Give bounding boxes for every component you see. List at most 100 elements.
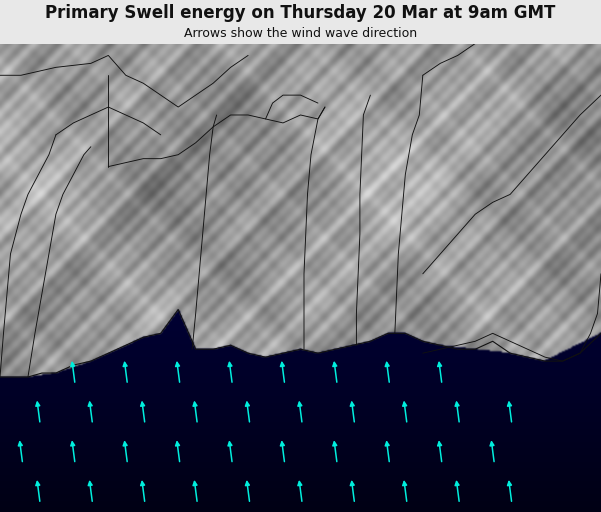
Bar [0,279,601,281]
Bar [0,126,601,129]
Bar [0,474,601,477]
Bar [0,281,601,284]
Bar [0,253,601,255]
Bar [0,220,601,222]
Bar [0,369,601,371]
Bar [0,274,601,276]
Bar [0,189,601,192]
Bar [0,100,601,102]
Bar [0,394,601,397]
Bar [0,387,601,390]
Bar [0,234,601,237]
Bar [0,453,601,456]
Bar [0,145,601,147]
Bar [0,345,601,347]
Bar [0,102,601,105]
Bar [0,91,601,93]
Bar [0,201,601,204]
Bar [0,378,601,380]
Bar [0,163,601,166]
Bar [0,194,601,197]
Bar [0,364,601,366]
Bar [0,456,601,458]
Bar [0,48,601,51]
Bar [0,322,601,324]
Bar [0,93,601,95]
Bar [0,244,601,246]
Bar [0,284,601,286]
Bar [0,79,601,81]
Bar [0,390,601,392]
Bar [0,347,601,350]
Bar [0,175,601,178]
Bar [0,324,601,326]
Bar [0,166,601,168]
Bar [0,305,601,307]
Bar [0,152,601,154]
Bar [0,267,601,269]
Bar [0,446,601,449]
Bar [0,503,601,505]
Bar [0,418,601,420]
Bar [0,300,601,303]
Bar [0,331,601,333]
Bar [0,432,601,434]
Bar [0,246,601,248]
Bar [0,232,601,234]
Bar [0,258,601,260]
Bar [0,105,601,107]
Bar [0,338,601,340]
Bar [0,437,601,439]
Bar [0,239,601,241]
Bar [0,477,601,479]
Bar [0,182,601,185]
Bar [0,479,601,481]
Bar [0,241,601,244]
Bar [0,76,601,79]
Bar [0,472,601,474]
Bar [0,44,601,46]
Bar [0,498,601,500]
Bar [0,458,601,460]
Bar [0,216,601,218]
Bar [0,265,601,267]
Bar [0,210,601,213]
Bar [0,307,601,310]
Bar [0,180,601,182]
Bar [0,131,601,133]
Bar [0,173,601,175]
Bar [0,70,601,72]
Bar [0,213,601,216]
Bar [0,291,601,293]
Bar [0,129,601,131]
Bar [0,375,601,378]
Bar [0,142,601,145]
Bar [0,310,601,312]
Bar [0,46,601,48]
Bar [0,95,601,98]
Bar [0,411,601,413]
Bar [0,204,601,206]
Bar [0,168,601,170]
Bar [0,112,601,114]
Bar [0,507,601,509]
Bar [0,178,601,180]
Bar [0,380,601,382]
Bar [0,227,601,229]
Bar [0,303,601,305]
Bar [0,500,601,503]
Bar [0,316,601,319]
Bar [0,133,601,135]
Bar [0,74,601,76]
Bar [0,460,601,462]
Bar [0,65,601,67]
Bar [0,159,601,161]
Bar [0,225,601,227]
Bar [0,430,601,432]
Bar [0,222,601,225]
Bar [0,53,601,55]
Bar [0,251,601,253]
Bar [0,98,601,100]
Bar [0,488,601,491]
Bar [0,397,601,399]
